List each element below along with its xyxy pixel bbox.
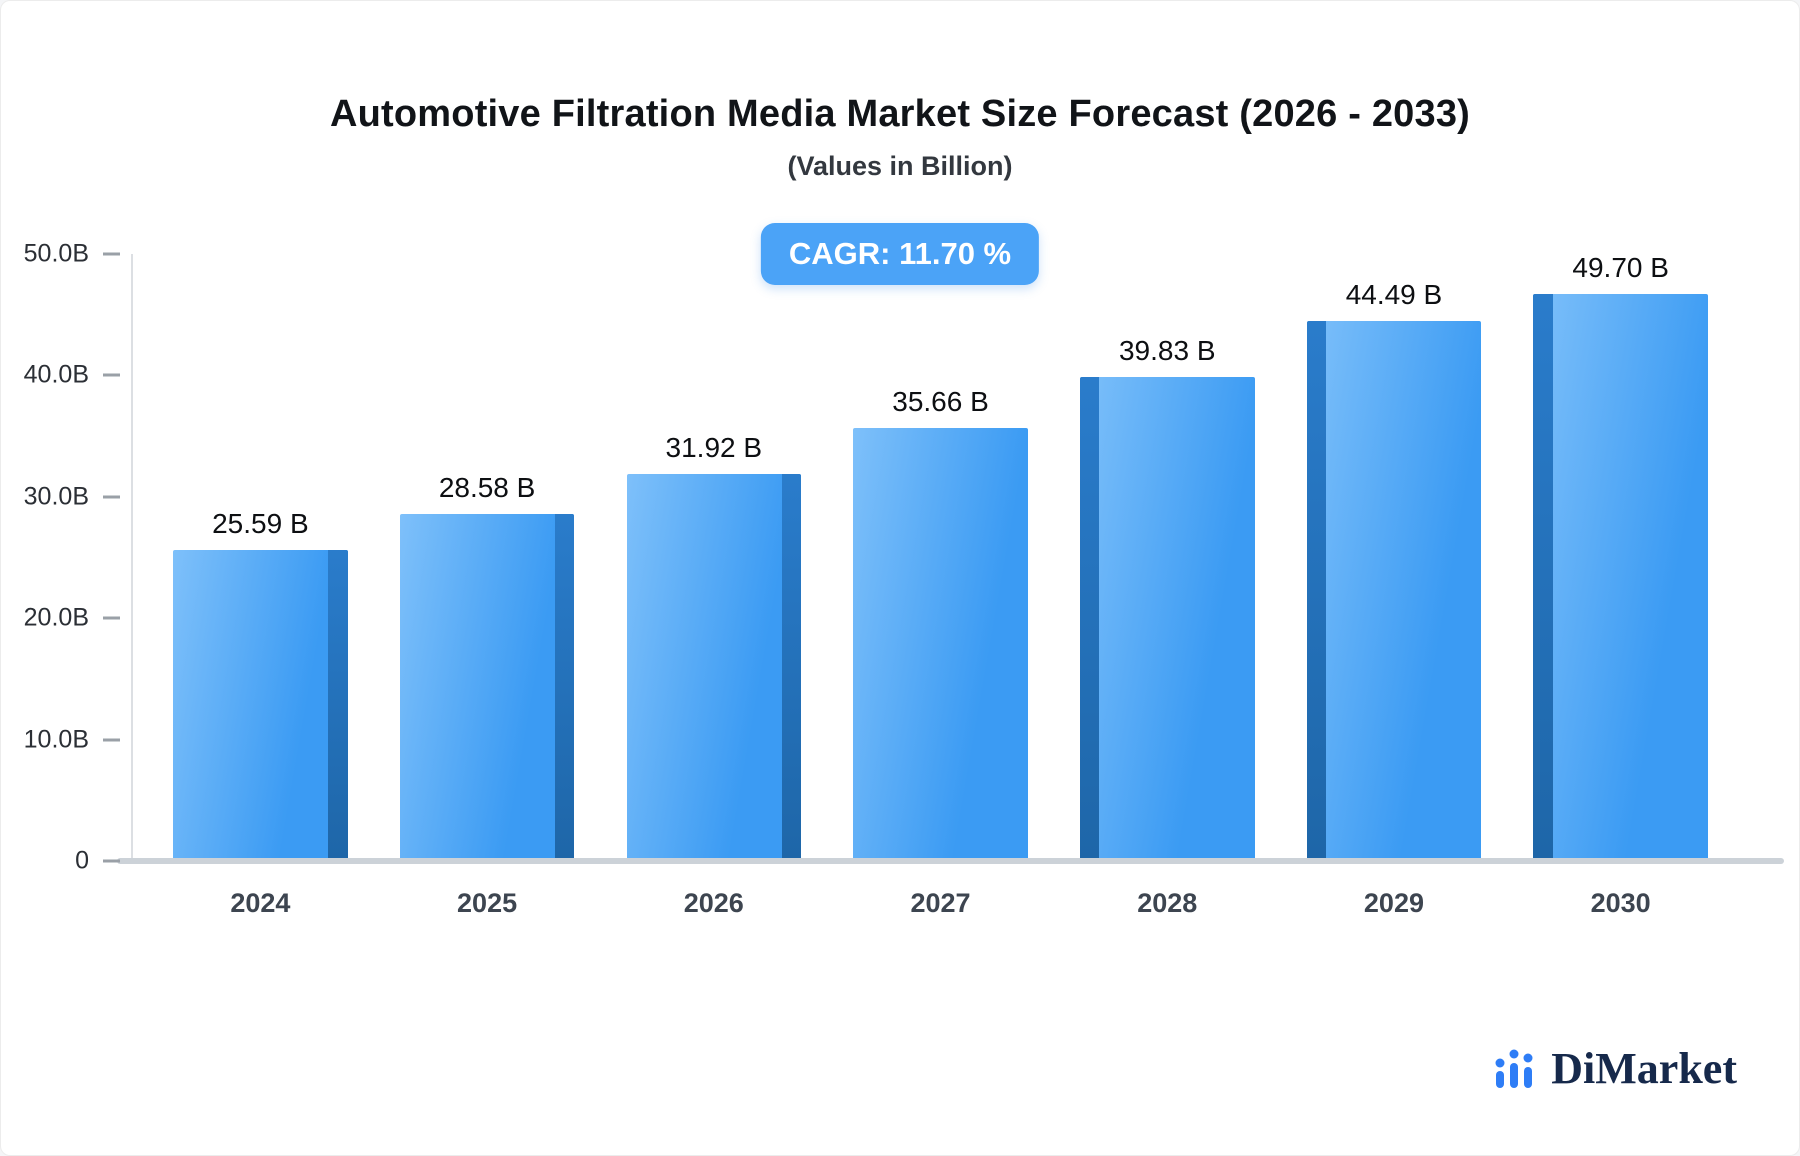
bar-column-2024: 25.59 B 2024 <box>147 254 374 918</box>
plot-area: 25.59 B 2024 28.58 B 2025 31.92 B 2026 35.66 B… <box>24 241 1784 918</box>
bar-column-2025: 28.58 B 2025 <box>374 254 601 918</box>
bar-side-shade <box>1306 320 1326 861</box>
brand-logo: DiMarket <box>1491 1045 1737 1093</box>
bar-2025 <box>399 514 575 861</box>
bar-2029 <box>1306 320 1482 861</box>
cagr-badge: CAGR: 11.70 % <box>760 223 1040 285</box>
bar-side-shade <box>555 514 575 861</box>
bar-value-label: 35.66 B <box>892 386 989 418</box>
bar-value-label: 49.70 B <box>1572 252 1669 283</box>
x-axis-label-2025: 2025 <box>457 888 518 918</box>
x-axis-label-2028: 2028 <box>1137 888 1198 918</box>
y-tick-mark <box>103 738 120 742</box>
bars-container: 25.59 B 2024 28.58 B 2025 31.92 B 2026 35.66 B… <box>133 252 1744 918</box>
x-axis-label-2030: 2030 <box>1590 888 1651 918</box>
chart-subtitle: (Values in Billion) <box>787 151 1013 181</box>
bar-column-2026: 31.92 B 2026 <box>600 254 827 918</box>
bar-value-label: 25.59 B <box>212 508 309 540</box>
y-tick-label: 0 <box>75 846 89 875</box>
bar-side-shade <box>1533 294 1553 861</box>
y-tick-label: 40.0B <box>23 360 89 389</box>
bar-column-2028: 39.83 B 2028 <box>1054 254 1281 918</box>
bar-side-shade <box>1079 377 1100 861</box>
bar-2026 <box>626 473 802 861</box>
bar-2027 <box>853 428 1028 861</box>
bar-chart-dots-icon <box>1495 1049 1533 1088</box>
bar-2028 <box>1079 377 1255 861</box>
y-tick-mark <box>103 616 120 620</box>
y-tick-label: 10.0B <box>23 725 89 754</box>
bar-value-label: 31.92 B <box>665 431 763 463</box>
bar-side-shade <box>328 550 348 861</box>
chart-title: Automotive Filtration Media Market Size … <box>329 93 1471 135</box>
bar-side-shade <box>781 473 802 861</box>
x-axis-label-2027: 2027 <box>910 888 971 918</box>
x-axis-line <box>117 858 1784 864</box>
y-axis-line <box>131 254 133 861</box>
brand-name: DiMarket <box>1551 1044 1737 1093</box>
y-tick-mark <box>103 495 120 499</box>
bar-value-label: 28.58 B <box>438 472 536 504</box>
bar-2024 <box>173 550 348 861</box>
y-tick-mark <box>103 373 120 377</box>
bar-value-label: 39.83 B <box>1118 335 1216 367</box>
y-tick-label: 20.0B <box>23 603 89 632</box>
bar-column-2027: 35.66 B 2027 <box>827 254 1054 918</box>
y-tick-label: 50.0B <box>23 239 89 268</box>
y-tick-label: 30.0B <box>23 482 89 511</box>
bar-column-2029: 44.49 B 2029 <box>1281 254 1508 918</box>
x-axis-label-2024: 2024 <box>230 888 291 918</box>
bar-value-label: 44.49 B <box>1345 278 1443 310</box>
x-axis-label-2029: 2029 <box>1363 888 1424 918</box>
x-axis-label-2026: 2026 <box>683 888 744 918</box>
y-tick-mark <box>103 859 120 863</box>
cagr-badge-label: CAGR: 11.70 % <box>788 236 1012 271</box>
bar-2030 <box>1533 294 1708 861</box>
bar-column-2030: 49.70 B 2030 <box>1507 252 1734 918</box>
y-tick-mark <box>103 252 120 256</box>
